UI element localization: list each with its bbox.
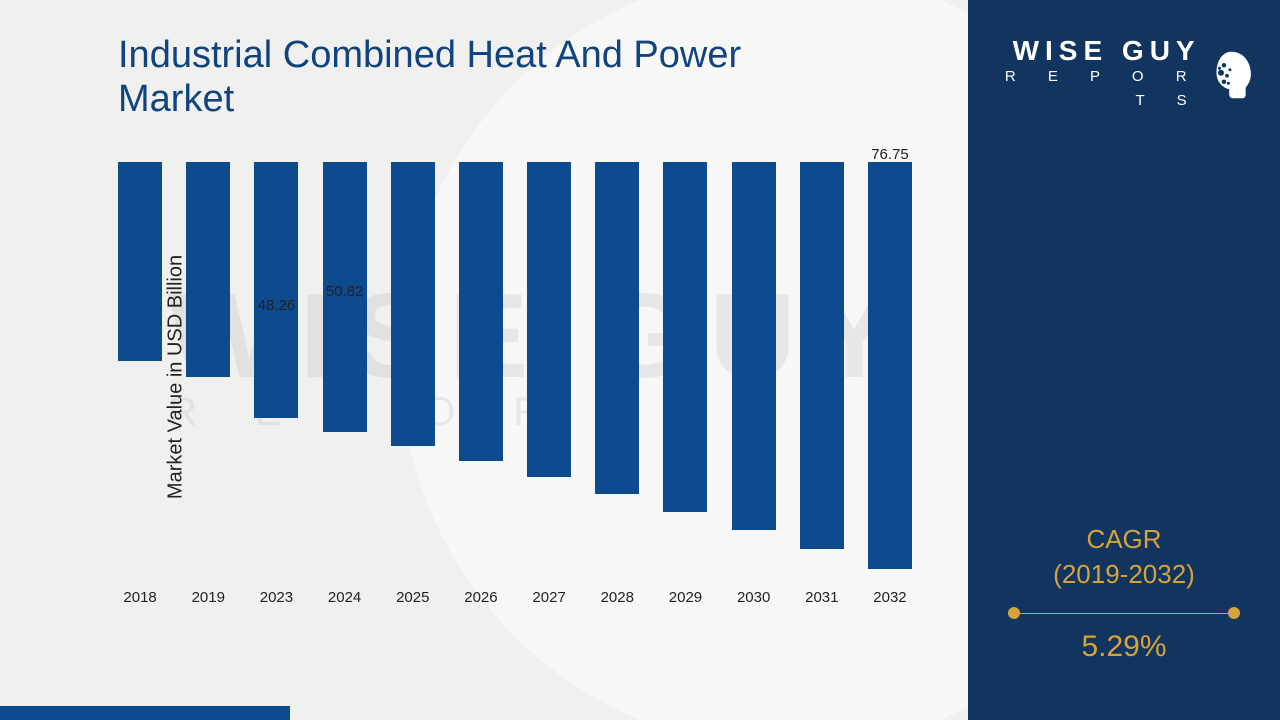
bar-chart: Market Value in USD Billion 48.2650.8276… bbox=[60, 142, 930, 612]
brand-logo-line2: R E P O R T S bbox=[992, 65, 1201, 113]
bar-wrap bbox=[379, 162, 447, 576]
cagr-divider-line bbox=[1008, 613, 1240, 614]
bar-wrap bbox=[651, 162, 719, 576]
x-axis-label: 2018 bbox=[106, 589, 174, 606]
bar-value-label: 48.26 bbox=[258, 297, 296, 314]
x-axis-labels: 2018201920232024202520262027202820292030… bbox=[100, 589, 930, 606]
bars-container: 48.26 50.82 76.75 bbox=[100, 162, 930, 576]
cagr-block: CAGR (2019-2032) 5.29% bbox=[1008, 522, 1240, 664]
brand-logo-text: WISE GUY R E P O R T S bbox=[992, 37, 1201, 113]
bar bbox=[186, 162, 230, 377]
brand-logo: WISE GUY R E P O R T S bbox=[992, 36, 1252, 114]
bar-value-label: 76.75 bbox=[871, 146, 909, 163]
x-axis-label: 2026 bbox=[447, 589, 515, 606]
x-axis-label: 2027 bbox=[515, 589, 583, 606]
cagr-divider-dot-left bbox=[1008, 607, 1020, 619]
bar-wrap bbox=[720, 162, 788, 576]
bar bbox=[595, 162, 639, 494]
bar-wrap bbox=[174, 162, 242, 576]
x-axis-label: 2028 bbox=[583, 589, 651, 606]
bar-value-label: 50.82 bbox=[326, 283, 364, 300]
x-axis-label: 2032 bbox=[856, 589, 924, 606]
x-axis-label: 2024 bbox=[311, 589, 379, 606]
bar bbox=[391, 162, 435, 446]
x-axis-label: 2031 bbox=[788, 589, 856, 606]
plot-area: 48.26 50.82 76.75 bbox=[100, 162, 930, 576]
brand-logo-line1: WISE GUY bbox=[992, 37, 1201, 65]
x-axis-label: 2025 bbox=[379, 589, 447, 606]
brand-logo-icon bbox=[1209, 42, 1252, 108]
bar bbox=[663, 162, 707, 512]
bar bbox=[254, 162, 298, 418]
cagr-label: CAGR (2019-2032) bbox=[1008, 522, 1240, 592]
bar-wrap: 50.82 bbox=[311, 162, 379, 576]
x-axis-label: 2019 bbox=[174, 589, 242, 606]
x-axis-label: 2023 bbox=[242, 589, 310, 606]
cagr-label-line1: CAGR bbox=[1086, 524, 1161, 554]
bar-wrap bbox=[106, 162, 174, 576]
infographic-canvas: WISE GUY REPORTS Industrial Combined Hea… bbox=[0, 0, 1280, 720]
bottom-accent-strip bbox=[0, 706, 290, 720]
bar bbox=[459, 162, 503, 461]
bar-wrap bbox=[583, 162, 651, 576]
bar bbox=[118, 162, 162, 361]
bar bbox=[732, 162, 776, 530]
cagr-value: 5.29% bbox=[1008, 630, 1240, 664]
x-axis-label: 2030 bbox=[720, 589, 788, 606]
bar bbox=[527, 162, 571, 477]
cagr-divider bbox=[1008, 606, 1240, 620]
cagr-divider-dot-right bbox=[1228, 607, 1240, 619]
bar-wrap: 48.26 bbox=[242, 162, 310, 576]
chart-title: Industrial Combined Heat And Power Marke… bbox=[118, 34, 818, 121]
bar-wrap bbox=[447, 162, 515, 576]
bar bbox=[868, 162, 912, 569]
bar-wrap bbox=[788, 162, 856, 576]
bar-wrap: 76.75 bbox=[856, 162, 924, 576]
bar-wrap bbox=[515, 162, 583, 576]
cagr-label-line2: (2019-2032) bbox=[1053, 559, 1195, 589]
bar bbox=[800, 162, 844, 549]
x-axis-label: 2029 bbox=[651, 589, 719, 606]
